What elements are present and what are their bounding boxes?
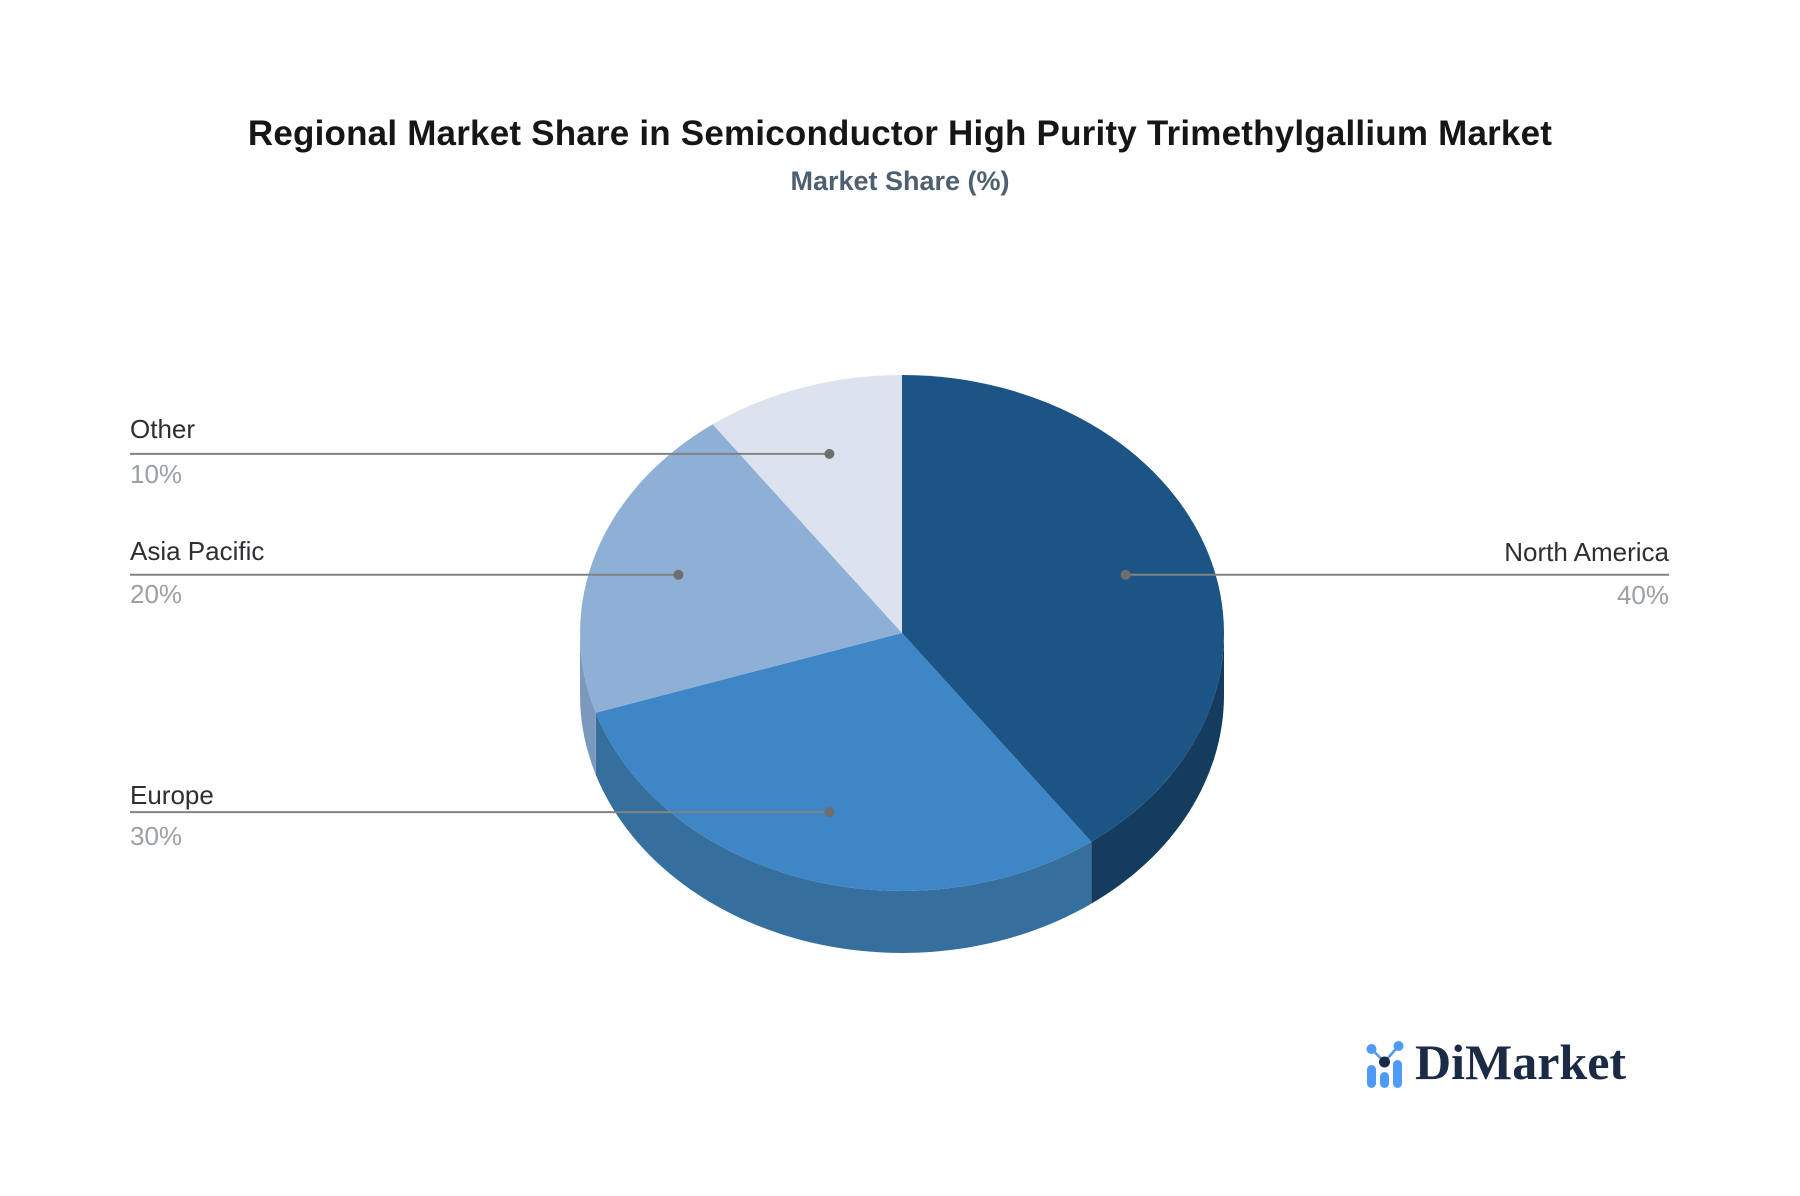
label-europe: Europe	[130, 780, 214, 810]
brand-wordmark: DiMarket	[1415, 1034, 1627, 1090]
chart-title: Regional Market Share in Semiconductor H…	[247, 114, 1553, 153]
mini-bar-line-chart-icon	[1366, 1041, 1404, 1088]
chart-subtitle: Market Share (%)	[790, 166, 1010, 196]
pie-slice-3	[712, 375, 902, 633]
value-other: 10%	[130, 459, 183, 489]
pie-slice-1	[595, 633, 1092, 891]
leader-dot-1	[824, 807, 835, 818]
brand-logo: DiMarket	[1363, 1036, 1626, 1096]
label-other: Other	[130, 414, 196, 444]
leader-dot-2	[673, 569, 684, 580]
pie-slice-2	[580, 424, 902, 713]
value-north-america: 40%	[1616, 580, 1669, 610]
leader-dot-3	[824, 448, 835, 459]
value-asia-pacific: 20%	[130, 579, 183, 609]
pie-side-0	[1091, 633, 1224, 904]
pie-side-1	[595, 712, 1092, 953]
value-europe: 30%	[130, 821, 183, 851]
pie-slice-0	[902, 375, 1224, 842]
label-asia-pacific: Asia Pacific	[130, 536, 265, 566]
leader-dot-0	[1120, 569, 1131, 580]
pie-side-2	[580, 633, 596, 775]
label-north-america: North America	[1504, 537, 1669, 567]
